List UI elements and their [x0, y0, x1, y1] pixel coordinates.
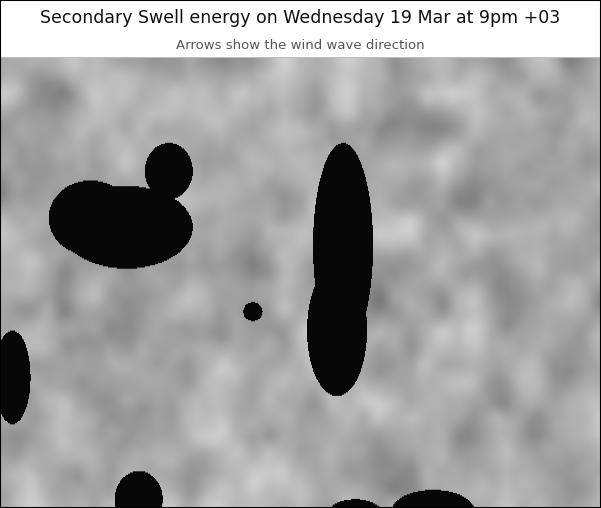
Text: Arrows show the wind wave direction: Arrows show the wind wave direction — [176, 39, 425, 52]
Text: Secondary Swell energy on Wednesday 19 Mar at 9pm +03: Secondary Swell energy on Wednesday 19 M… — [40, 9, 561, 26]
